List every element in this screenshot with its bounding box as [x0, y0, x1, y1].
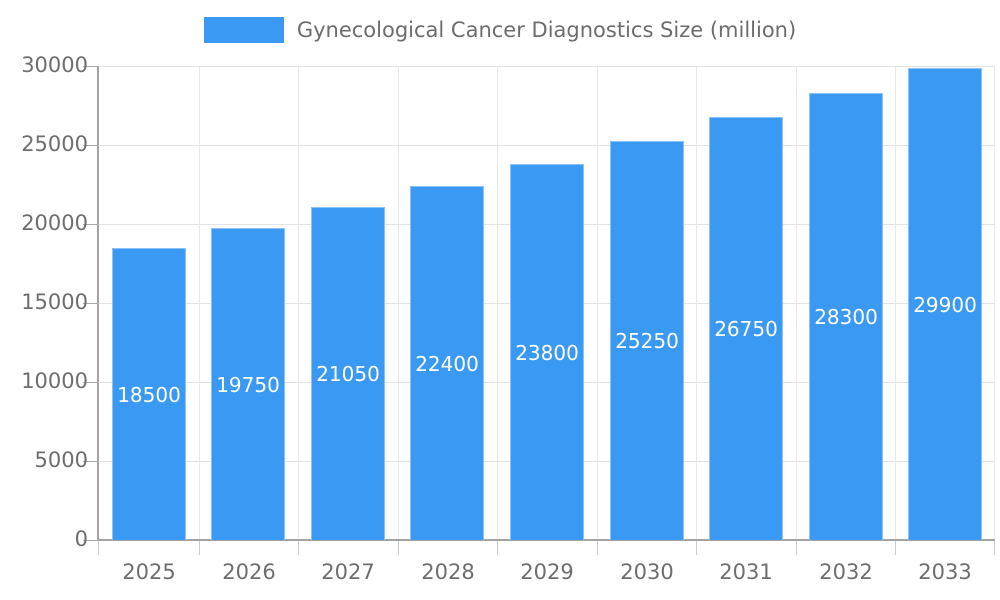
bar-2030[interactable]: 25250 [610, 141, 684, 540]
y-axis-label: 10000 [21, 369, 88, 393]
bar-value-label: 19750 [216, 372, 280, 397]
bar-value-label: 29900 [913, 292, 977, 317]
x-axis-tick [199, 540, 200, 555]
bar-value-label: 22400 [415, 351, 479, 376]
x-axis-label: 2030 [620, 560, 674, 584]
x-axis-label: 2027 [321, 560, 375, 584]
x-axis-label: 2028 [421, 560, 475, 584]
x-axis-label: 2033 [918, 560, 972, 584]
x-axis-tick [497, 540, 498, 555]
bar-value-label: 18500 [117, 382, 181, 407]
x-axis-label: 2031 [719, 560, 773, 584]
x-axis-tick [895, 540, 896, 555]
x-axis-tick [994, 540, 995, 555]
gridline-vertical [199, 66, 200, 540]
y-axis-label: 5000 [34, 448, 88, 472]
bar-2026[interactable]: 19750 [211, 228, 285, 540]
gridline-vertical [696, 66, 697, 540]
gridline-vertical [298, 66, 299, 540]
y-axis-tick [83, 224, 99, 225]
x-axis-tick [597, 540, 598, 555]
x-axis-label: 2029 [520, 560, 574, 584]
bar-2029[interactable]: 23800 [510, 164, 584, 540]
x-axis-label: 2026 [222, 560, 276, 584]
y-axis-label: 0 [74, 527, 88, 551]
y-axis-tick [83, 66, 99, 67]
gridline-horizontal [99, 145, 995, 146]
bar-value-label: 25250 [615, 329, 679, 353]
gridline-vertical [497, 66, 498, 540]
bar-2032[interactable]: 28300 [809, 93, 883, 540]
gridline-vertical [895, 66, 896, 540]
y-axis-label: 20000 [21, 211, 88, 235]
bar-2027[interactable]: 21050 [311, 207, 385, 540]
bar-value-label: 28300 [814, 305, 878, 329]
legend[interactable]: Gynecological Cancer Diagnostics Size (m… [0, 17, 1000, 43]
y-axis-label: 30000 [21, 53, 88, 77]
x-axis-tick [696, 540, 697, 555]
gridline-vertical [994, 66, 995, 540]
y-axis-label: 25000 [21, 132, 88, 156]
bar-value-label: 21050 [316, 362, 380, 386]
bar-2033[interactable]: 29900 [908, 68, 982, 540]
x-axis-label: 2025 [122, 560, 176, 584]
gridline-vertical [398, 66, 399, 540]
bar-value-label: 23800 [515, 340, 579, 365]
x-axis-tick [98, 540, 99, 555]
legend-label: Gynecological Cancer Diagnostics Size (m… [296, 18, 797, 42]
x-axis-tick [796, 540, 797, 555]
bar-2028[interactable]: 22400 [410, 186, 484, 540]
legend-swatch-icon [203, 17, 284, 43]
y-axis-tick [83, 145, 99, 146]
gridline-horizontal [99, 66, 995, 67]
plot-area: 18500 19750 21050 22400 23800 25250 26750 28300… [97, 66, 995, 555]
x-axis-label: 2032 [819, 560, 873, 584]
x-axis-tick [398, 540, 399, 555]
y-axis-tick [83, 303, 99, 304]
y-axis-label: 15000 [21, 290, 88, 314]
y-axis-tick [83, 540, 99, 541]
gridline-vertical [597, 66, 598, 540]
y-axis-tick [83, 382, 99, 383]
bar-2031[interactable]: 26750 [709, 117, 783, 540]
gridline-vertical [796, 66, 797, 540]
bar-2025[interactable]: 18500 [112, 248, 186, 540]
x-axis-line [99, 539, 995, 541]
bar-value-label: 26750 [714, 317, 778, 341]
x-axis-tick [298, 540, 299, 555]
y-axis-tick [83, 461, 99, 462]
